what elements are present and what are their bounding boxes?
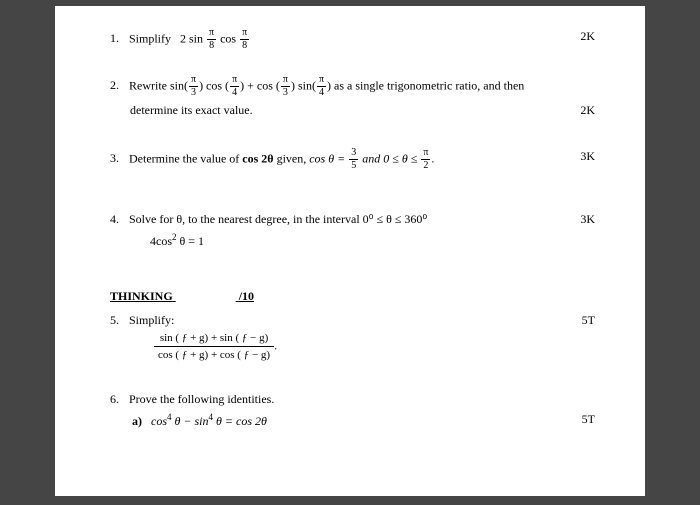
question-1: 1. Simplify 2 sin π8 cos π8 2K <box>110 28 595 51</box>
spacer <box>110 122 595 148</box>
q6a-label: a) <box>132 414 142 428</box>
q3-marks: 3K <box>567 148 595 164</box>
q2-number: 2. <box>110 77 126 93</box>
q1-marks: 2K <box>567 28 595 44</box>
q1-number: 1. <box>110 30 126 46</box>
q1-prefix: 2 sin <box>180 31 203 45</box>
spacer <box>110 175 595 211</box>
q4-number: 4. <box>110 211 126 227</box>
question-6: 6. Prove the following identities. <box>110 391 595 407</box>
q1-frac1: π8 <box>207 28 216 51</box>
q1-mid: cos <box>220 31 236 45</box>
q2-marks: 2K <box>567 102 595 118</box>
question-4-eq: 4cos2 θ = 1 <box>110 231 595 249</box>
q6-text: 6. Prove the following identities. <box>110 391 567 407</box>
question-5: 5. Simplify: 5T <box>110 312 595 328</box>
spacer <box>110 254 595 280</box>
q3-bold: cos 2θ <box>242 151 273 165</box>
q2-text: 2. Rewrite sin(π3) cos (π4) + cos (π3) s… <box>110 75 567 98</box>
section-thinking: THINKING /10 <box>110 288 595 304</box>
q3-text: 3. Determine the value of cos 2θ given, … <box>110 148 567 171</box>
question-2-line2: determine its exact value. 2K <box>110 102 595 118</box>
q2-line2: determine its exact value. <box>110 102 567 118</box>
q4-text: 4. Solve for θ, to the nearest degree, i… <box>110 211 567 227</box>
question-2: 2. Rewrite sin(π3) cos (π4) + cos (π3) s… <box>110 75 595 98</box>
worksheet-page: 1. Simplify 2 sin π8 cos π8 2K 2. Rewrit… <box>55 6 645 496</box>
section-total: /10 <box>239 289 254 303</box>
q4-marks: 3K <box>567 211 595 227</box>
q5-label: Simplify: <box>129 313 174 327</box>
question-3: 3. Determine the value of cos 2θ given, … <box>110 148 595 171</box>
spacer <box>110 365 595 391</box>
q6-number: 6. <box>110 391 126 407</box>
question-4: 4. Solve for θ, to the nearest degree, i… <box>110 211 595 227</box>
spacer <box>110 55 595 75</box>
q1-text: 1. Simplify 2 sin π8 cos π8 <box>110 28 567 51</box>
question-6a: a) cos4 θ − sin4 θ = cos 2θ 5T <box>110 411 595 429</box>
q1-frac2: π8 <box>240 28 249 51</box>
q3-number: 3. <box>110 150 126 166</box>
q1-label: Simplify <box>129 31 171 45</box>
q6-marks: 5T <box>567 411 595 427</box>
q5-fraction: sin ( ƒ + g) + sin ( ƒ − g) cos ( ƒ + g)… <box>154 332 274 361</box>
question-5-expr: sin ( ƒ + g) + sin ( ƒ − g) cos ( ƒ + g)… <box>110 332 595 361</box>
section-label: THINKING <box>110 289 173 303</box>
q5-number: 5. <box>110 312 126 328</box>
q5-marks: 5T <box>567 312 595 328</box>
q5-text: 5. Simplify: <box>110 312 567 328</box>
